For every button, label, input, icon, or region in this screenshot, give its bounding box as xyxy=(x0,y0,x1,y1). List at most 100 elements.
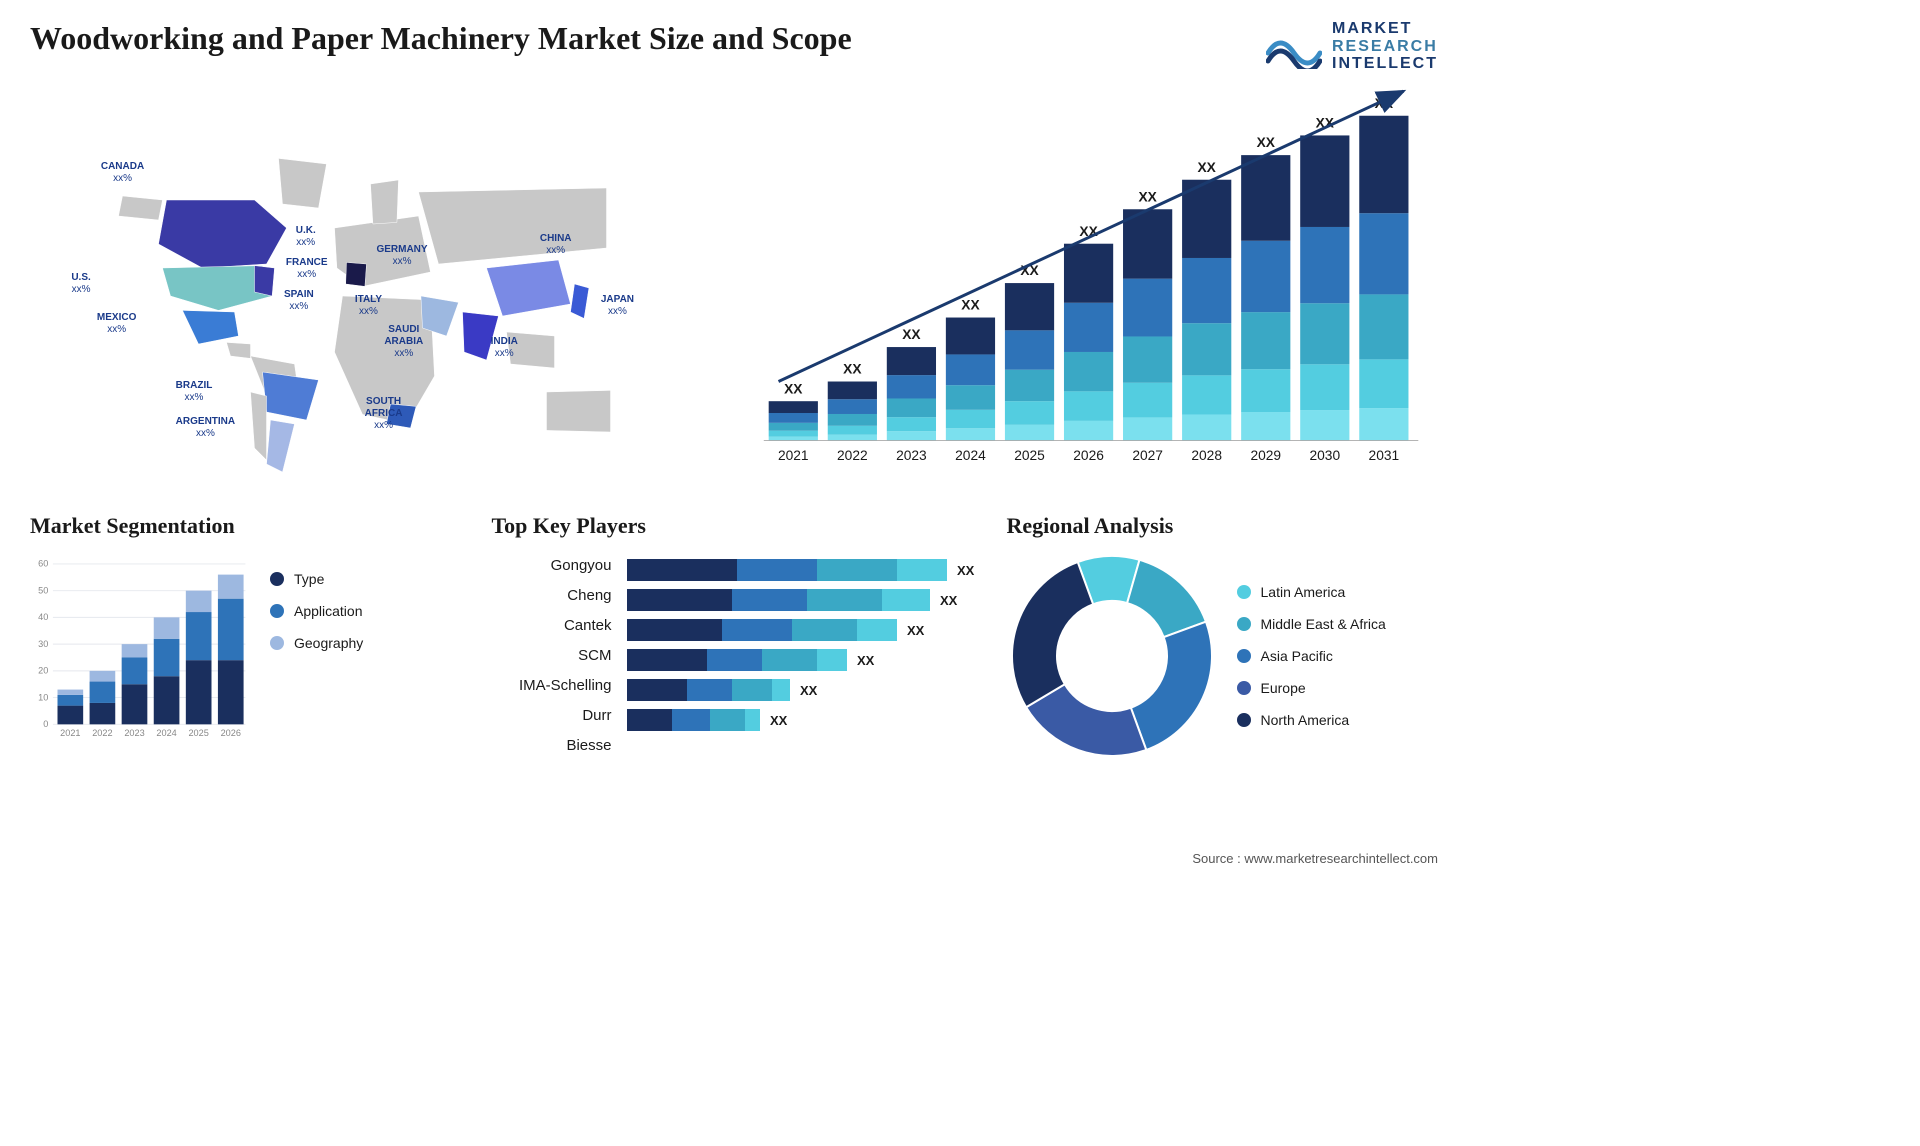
seg-bar-2026 xyxy=(218,574,244,598)
logo-line1: MARKET xyxy=(1332,20,1438,38)
player-name: Biesse xyxy=(492,737,612,754)
player-bar xyxy=(817,649,847,671)
growth-bar-2031 xyxy=(1359,213,1408,294)
regional-legend-item: Asia Pacific xyxy=(1237,648,1386,664)
map-region-scand xyxy=(371,180,399,224)
seg-bar-2026 xyxy=(218,660,244,724)
svg-text:0: 0 xyxy=(43,719,48,729)
seg-bar-2026 xyxy=(218,598,244,659)
map-label-italy: ITALYxx% xyxy=(355,294,382,318)
player-bar xyxy=(732,589,807,611)
player-bar xyxy=(710,709,745,731)
legend-dot xyxy=(270,604,284,618)
players-chart: XXXXXXXXXXXX xyxy=(627,551,977,761)
growth-bar-2022 xyxy=(828,434,877,440)
seg-legend-item: Type xyxy=(270,571,363,587)
segmentation-chart: 0102030405060202120222023202420252026 xyxy=(30,551,250,751)
growth-top-label: XX xyxy=(1138,189,1157,204)
svg-text:2026: 2026 xyxy=(221,728,241,738)
growth-bar-2021 xyxy=(769,401,818,413)
legend-label: North America xyxy=(1261,712,1350,728)
growth-bar-2027 xyxy=(1123,383,1172,418)
growth-bar-2029 xyxy=(1241,312,1290,369)
growth-bar-2026 xyxy=(1064,243,1113,302)
growth-bar-2025 xyxy=(1005,283,1054,330)
growth-year-label: 2025 xyxy=(1014,448,1045,463)
legend-label: Application xyxy=(294,603,363,619)
map-region-argentina xyxy=(267,420,295,472)
regional-legend-item: North America xyxy=(1237,712,1386,728)
map-label-brazil: BRAZILxx% xyxy=(176,380,213,404)
seg-bar-2022 xyxy=(90,671,116,682)
regional-legend-item: Europe xyxy=(1237,680,1386,696)
legend-dot xyxy=(270,636,284,650)
svg-text:60: 60 xyxy=(38,558,48,568)
map-label-china: CHINAxx% xyxy=(540,233,572,257)
map-region-russia xyxy=(419,188,607,264)
growth-bar-2025 xyxy=(1005,369,1054,400)
map-label-argentina: ARGENTINAxx% xyxy=(176,416,235,440)
segmentation-legend: TypeApplicationGeography xyxy=(270,551,363,751)
growth-top-label: XX xyxy=(1198,160,1217,175)
legend-label: Latin America xyxy=(1261,584,1346,600)
growth-bar-2021 xyxy=(769,431,818,437)
growth-year-label: 2021 xyxy=(778,448,809,463)
svg-text:10: 10 xyxy=(38,692,48,702)
brand-logo: MARKET RESEARCH INTELLECT xyxy=(1266,20,1438,73)
map-region-us-east xyxy=(255,265,275,295)
player-names: GongyouChengCantekSCMIMA-SchellingDurrBi… xyxy=(492,551,612,761)
legend-label: Type xyxy=(294,571,324,587)
seg-bar-2023 xyxy=(122,684,148,724)
growth-year-label: 2024 xyxy=(955,448,986,463)
growth-bar-2022 xyxy=(828,399,877,414)
legend-dot xyxy=(1237,681,1251,695)
growth-bar-2025 xyxy=(1005,330,1054,369)
seg-bar-2021 xyxy=(58,689,84,694)
growth-bar-2031 xyxy=(1359,116,1408,213)
map-region-brazil xyxy=(263,372,319,420)
growth-bar-2028 xyxy=(1182,323,1231,375)
player-bar xyxy=(687,679,732,701)
svg-text:2021: 2021 xyxy=(60,728,80,738)
seg-bar-2025 xyxy=(186,590,212,611)
player-value: XX xyxy=(940,593,958,608)
map-region-greenland xyxy=(279,158,327,208)
donut-slice xyxy=(1012,562,1093,707)
player-bar xyxy=(672,709,710,731)
growth-bar-2022 xyxy=(828,414,877,426)
player-name: Cantek xyxy=(492,617,612,634)
map-region-mexico xyxy=(183,310,239,344)
svg-text:40: 40 xyxy=(38,612,48,622)
growth-bar-2023 xyxy=(887,398,936,417)
regional-title: Regional Analysis xyxy=(1007,513,1439,539)
growth-bar-2023 xyxy=(887,431,936,440)
growth-bar-2027 xyxy=(1123,336,1172,382)
growth-bar-2029 xyxy=(1241,155,1290,241)
regional-legend-item: Middle East & Africa xyxy=(1237,616,1386,632)
svg-text:2023: 2023 xyxy=(124,728,144,738)
growth-bar-2026 xyxy=(1064,421,1113,441)
growth-bar-2030 xyxy=(1300,303,1349,364)
player-bar xyxy=(627,589,732,611)
player-name: Gongyou xyxy=(492,557,612,574)
svg-text:2025: 2025 xyxy=(188,728,208,738)
map-region-china xyxy=(487,260,571,316)
player-bar xyxy=(857,619,897,641)
growth-year-label: 2027 xyxy=(1132,448,1163,463)
player-bar xyxy=(627,559,737,581)
growth-bar-2026 xyxy=(1064,391,1113,421)
growth-top-label: XX xyxy=(961,297,980,312)
growth-bar-2028 xyxy=(1182,258,1231,323)
growth-bar-2024 xyxy=(946,354,995,385)
legend-label: Asia Pacific xyxy=(1261,648,1333,664)
growth-year-label: 2023 xyxy=(896,448,927,463)
growth-chart: XX2021XX2022XX2023XX2024XX2025XX2026XX20… xyxy=(749,88,1438,488)
growth-bar-2024 xyxy=(946,385,995,410)
logo-line3: INTELLECT xyxy=(1332,55,1438,73)
growth-svg: XX2021XX2022XX2023XX2024XX2025XX2026XX20… xyxy=(749,88,1438,488)
growth-bar-2024 xyxy=(946,317,995,354)
growth-top-label: XX xyxy=(1257,135,1276,150)
player-name: Durr xyxy=(492,707,612,724)
player-name: IMA-Schelling xyxy=(492,677,612,694)
player-name: SCM xyxy=(492,647,612,664)
